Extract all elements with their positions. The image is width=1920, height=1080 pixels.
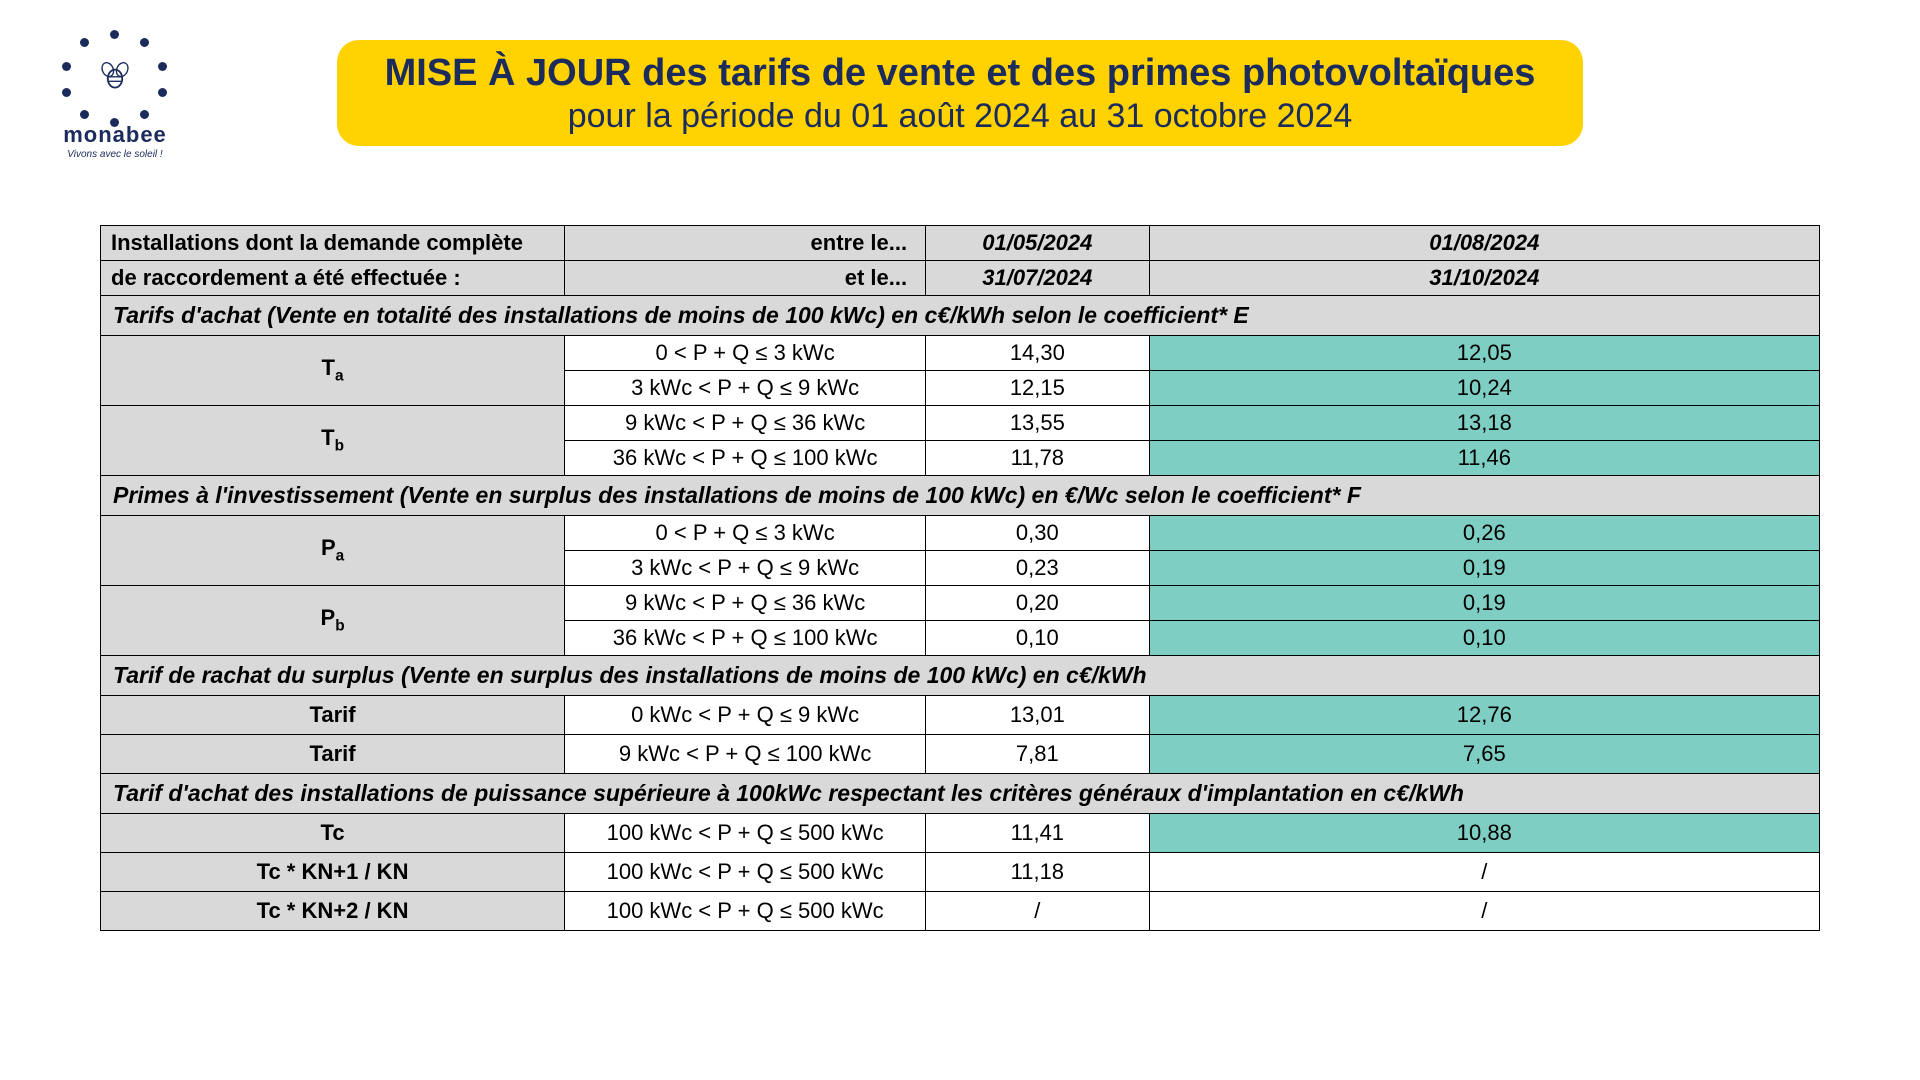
header-desc-2: de raccordement a été effectuée :: [101, 261, 565, 296]
power-range: 100 kWc < P + Q ≤ 500 kWc: [565, 853, 926, 892]
power-range: 100 kWc < P + Q ≤ 500 kWc: [565, 814, 926, 853]
value-period1: 14,30: [926, 336, 1149, 371]
row-label: Tc: [101, 814, 565, 853]
row-label: Pa: [101, 516, 565, 586]
power-range: 9 kWc < P + Q ≤ 36 kWc: [565, 406, 926, 441]
section-title: Tarif d'achat des installations de puiss…: [101, 774, 1820, 814]
row-label: Tarif: [101, 696, 565, 735]
power-range: 36 kWc < P + Q ≤ 100 kWc: [565, 441, 926, 476]
value-period1: 11,78: [926, 441, 1149, 476]
power-range: 36 kWc < P + Q ≤ 100 kWc: [565, 621, 926, 656]
value-period1: 0,30: [926, 516, 1149, 551]
value-period2: 12,76: [1149, 696, 1819, 735]
value-period2: /: [1149, 892, 1819, 931]
value-period1: 0,10: [926, 621, 1149, 656]
value-period1: /: [926, 892, 1149, 931]
row-label: Ta: [101, 336, 565, 406]
bee-icon: [97, 57, 133, 93]
value-period2: 7,65: [1149, 735, 1819, 774]
header-desc-1: Installations dont la demande complète: [101, 226, 565, 261]
value-period1: 13,01: [926, 696, 1149, 735]
row-label: Tarif: [101, 735, 565, 774]
tariff-table-container: Installations dont la demande complèteen…: [100, 225, 1820, 931]
title-background: MISE À JOUR des tarifs de vente et des p…: [337, 40, 1584, 146]
header-between: entre le...: [565, 226, 926, 261]
title-main: MISE À JOUR des tarifs de vente et des p…: [385, 52, 1536, 95]
power-range: 0 kWc < P + Q ≤ 9 kWc: [565, 696, 926, 735]
tariff-table: Installations dont la demande complèteen…: [100, 225, 1820, 931]
power-range: 3 kWc < P + Q ≤ 9 kWc: [565, 551, 926, 586]
value-period1: 12,15: [926, 371, 1149, 406]
logo-tagline: Vivons avec le soleil !: [30, 149, 200, 160]
value-period2: 10,88: [1149, 814, 1819, 853]
value-period1: 11,18: [926, 853, 1149, 892]
value-period1: 7,81: [926, 735, 1149, 774]
power-range: 3 kWc < P + Q ≤ 9 kWc: [565, 371, 926, 406]
brand-logo: monabee Vivons avec le soleil !: [30, 30, 200, 160]
value-period2: 13,18: [1149, 406, 1819, 441]
value-period2: 0,19: [1149, 551, 1819, 586]
value-period1: 0,23: [926, 551, 1149, 586]
row-label: Tc * KN+1 / KN: [101, 853, 565, 892]
power-range: 100 kWc < P + Q ≤ 500 kWc: [565, 892, 926, 931]
value-period2: 10,24: [1149, 371, 1819, 406]
period1-from: 01/05/2024: [926, 226, 1149, 261]
title-sub: pour la période du 01 août 2024 au 31 oc…: [385, 97, 1536, 136]
value-period2: 0,26: [1149, 516, 1819, 551]
row-label: Tc * KN+2 / KN: [101, 892, 565, 931]
value-period2: 12,05: [1149, 336, 1819, 371]
value-period2: /: [1149, 853, 1819, 892]
power-range: 9 kWc < P + Q ≤ 36 kWc: [565, 586, 926, 621]
period2-to: 31/10/2024: [1149, 261, 1819, 296]
page-title-block: MISE À JOUR des tarifs de vente et des p…: [310, 40, 1610, 146]
value-period1: 13,55: [926, 406, 1149, 441]
header-and: et le...: [565, 261, 926, 296]
logo-graphic: [60, 30, 170, 120]
section-title: Tarif de rachat du surplus (Vente en sur…: [101, 656, 1820, 696]
value-period2: 0,19: [1149, 586, 1819, 621]
value-period2: 11,46: [1149, 441, 1819, 476]
row-label: Pb: [101, 586, 565, 656]
row-label: Tb: [101, 406, 565, 476]
value-period2: 0,10: [1149, 621, 1819, 656]
value-period1: 0,20: [926, 586, 1149, 621]
value-period1: 11,41: [926, 814, 1149, 853]
power-range: 0 < P + Q ≤ 3 kWc: [565, 336, 926, 371]
power-range: 9 kWc < P + Q ≤ 100 kWc: [565, 735, 926, 774]
section-title: Primes à l'investissement (Vente en surp…: [101, 476, 1820, 516]
section-title: Tarifs d'achat (Vente en totalité des in…: [101, 296, 1820, 336]
power-range: 0 < P + Q ≤ 3 kWc: [565, 516, 926, 551]
period2-from: 01/08/2024: [1149, 226, 1819, 261]
period1-to: 31/07/2024: [926, 261, 1149, 296]
